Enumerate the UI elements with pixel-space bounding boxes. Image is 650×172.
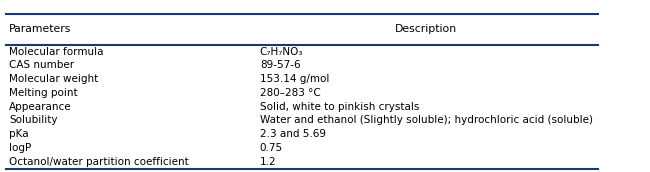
Text: 280–283 °C: 280–283 °C bbox=[260, 88, 320, 98]
Text: 1.2: 1.2 bbox=[260, 157, 276, 167]
Text: C₇H₇NO₃: C₇H₇NO₃ bbox=[260, 47, 304, 57]
Text: 0.75: 0.75 bbox=[260, 143, 283, 153]
Text: Octanol/water partition coefficient: Octanol/water partition coefficient bbox=[9, 157, 188, 167]
Text: 2.3 and 5.69: 2.3 and 5.69 bbox=[260, 129, 326, 139]
Text: Description: Description bbox=[395, 24, 457, 34]
Text: logP: logP bbox=[9, 143, 31, 153]
Text: 89-57-6: 89-57-6 bbox=[260, 60, 300, 70]
Text: pKa: pKa bbox=[9, 129, 29, 139]
Text: Melting point: Melting point bbox=[9, 88, 78, 98]
Text: Water and ethanol (Slightly soluble); hydrochloric acid (soluble): Water and ethanol (Slightly soluble); hy… bbox=[260, 115, 593, 125]
Text: 153.14 g/mol: 153.14 g/mol bbox=[260, 74, 329, 84]
Text: Solubility: Solubility bbox=[9, 115, 58, 125]
Text: Parameters: Parameters bbox=[9, 24, 72, 34]
Text: Molecular weight: Molecular weight bbox=[9, 74, 98, 84]
Text: CAS number: CAS number bbox=[9, 60, 74, 70]
Text: Molecular formula: Molecular formula bbox=[9, 47, 103, 57]
Text: Appearance: Appearance bbox=[9, 102, 72, 112]
Text: Solid, white to pinkish crystals: Solid, white to pinkish crystals bbox=[260, 102, 419, 112]
